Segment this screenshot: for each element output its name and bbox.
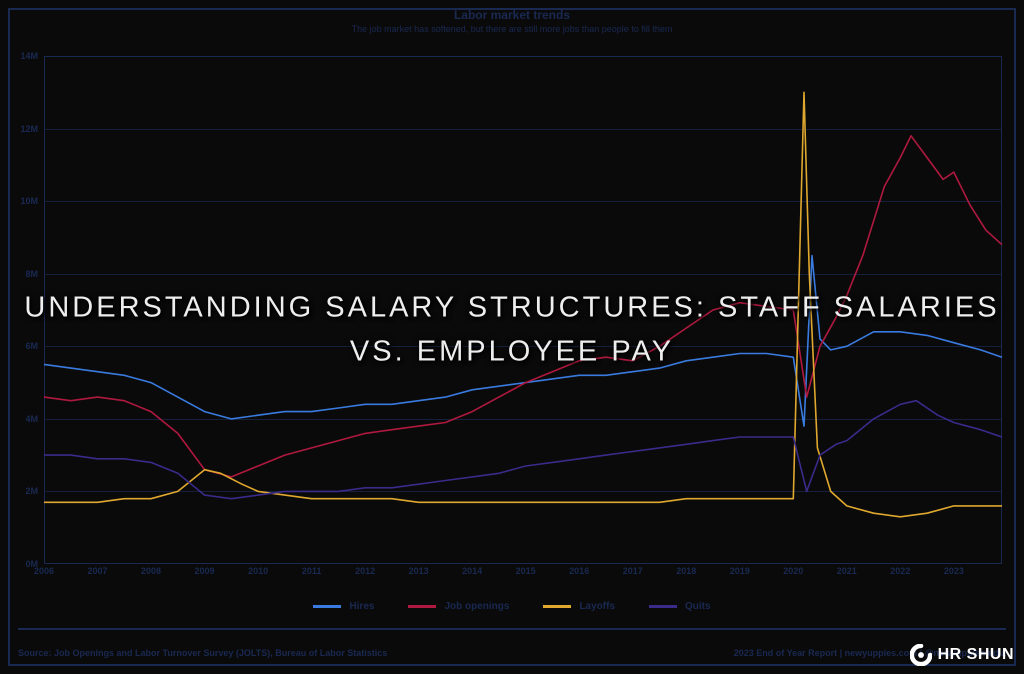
x-tick-label: 2014 <box>462 566 482 576</box>
y-tick-label: 14M <box>20 51 44 61</box>
x-tick-label: 2020 <box>783 566 803 576</box>
x-tick-label: 2015 <box>516 566 536 576</box>
legend-item-layoffs: Layoffs <box>543 601 615 612</box>
x-tick-label: 2013 <box>409 566 429 576</box>
x-tick-label: 2009 <box>195 566 215 576</box>
brand-text: HR SHUN <box>938 646 1014 664</box>
x-tick-label: 2016 <box>569 566 589 576</box>
x-tick-label: 2010 <box>248 566 268 576</box>
series-job-openings <box>44 136 1002 477</box>
x-tick-label: 2023 <box>944 566 964 576</box>
legend-swatch <box>543 605 571 608</box>
x-tick-label: 2021 <box>837 566 857 576</box>
legend-item-hires: Hires <box>313 601 374 612</box>
footer-divider <box>18 628 1006 630</box>
legend-label: Layoffs <box>579 601 615 612</box>
brand-logo: HR SHUN <box>910 644 1014 666</box>
x-axis-ticks: 2006200720082009201020112012201320142015… <box>44 566 1002 580</box>
legend-label: Quits <box>685 601 711 612</box>
y-tick-label: 10M <box>20 196 44 206</box>
x-tick-label: 2022 <box>890 566 910 576</box>
series-hires <box>44 256 1002 427</box>
legend-swatch <box>313 605 341 608</box>
legend-swatch <box>408 605 436 608</box>
x-tick-label: 2017 <box>623 566 643 576</box>
legend-item-job-openings: Job openings <box>408 601 509 612</box>
footer: Source: Job Openings and Labor Turnover … <box>18 648 1006 658</box>
series-layoffs <box>44 92 1002 517</box>
x-tick-label: 2012 <box>355 566 375 576</box>
x-tick-label: 2006 <box>34 566 54 576</box>
y-tick-label: 4M <box>25 414 44 424</box>
legend-label: Hires <box>349 601 374 612</box>
legend-swatch <box>649 605 677 608</box>
x-tick-label: 2007 <box>88 566 108 576</box>
x-tick-label: 2018 <box>676 566 696 576</box>
legend-item-quits: Quits <box>649 601 711 612</box>
x-tick-label: 2008 <box>141 566 161 576</box>
legend-label: Job openings <box>444 601 509 612</box>
x-tick-label: 2019 <box>730 566 750 576</box>
brand-icon <box>910 644 932 666</box>
line-series <box>44 56 1002 564</box>
y-tick-label: 6M <box>25 341 44 351</box>
y-tick-label: 8M <box>25 269 44 279</box>
y-tick-label: 12M <box>20 124 44 134</box>
x-tick-label: 2011 <box>302 566 322 576</box>
source-text: Source: Job Openings and Labor Turnover … <box>18 648 387 658</box>
legend: Hires Job openings Layoffs Quits <box>0 601 1024 612</box>
plot-area: 0M2M4M6M8M10M12M14M <box>44 56 1002 564</box>
y-tick-label: 2M <box>25 486 44 496</box>
